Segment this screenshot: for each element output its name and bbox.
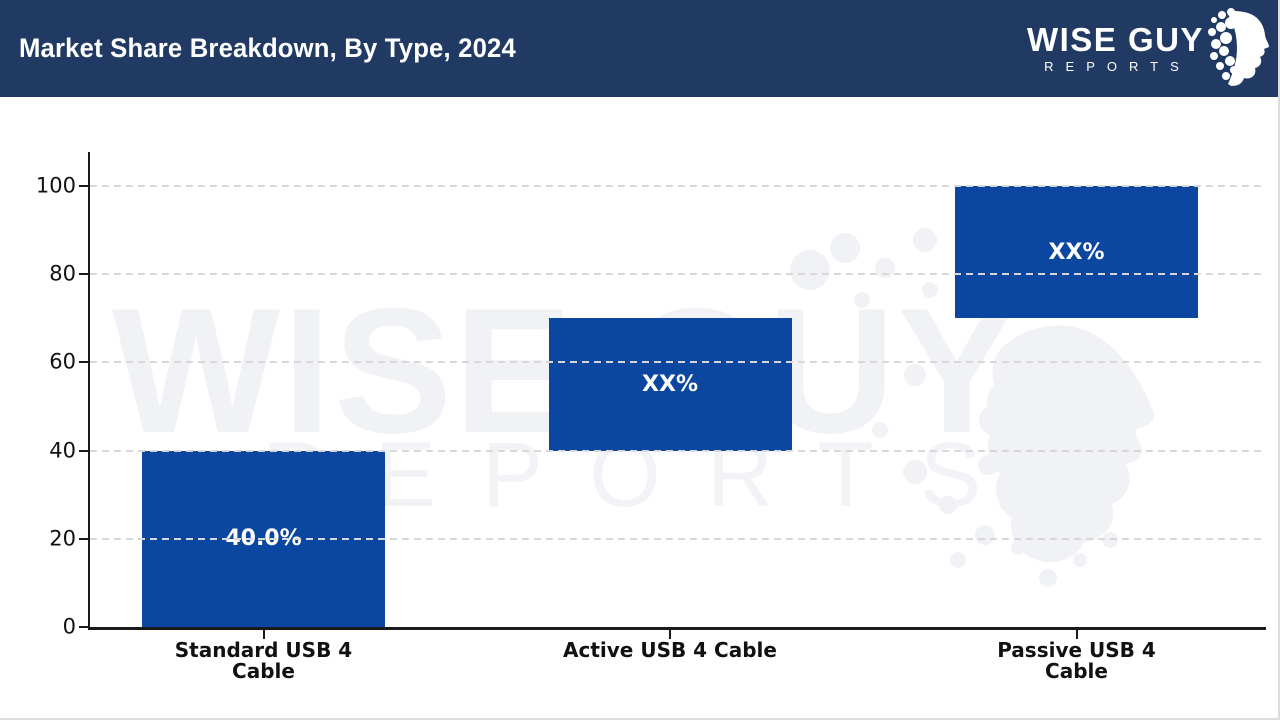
x-tick-standard-usb-4-cable <box>262 630 265 639</box>
bar-value-label: XX% <box>642 371 698 397</box>
x-axis-label-line: Cable <box>232 659 295 683</box>
x-tick-active-usb-4-cable <box>669 630 671 639</box>
brand-sub: REPORTS <box>1044 59 1191 74</box>
y-tick-label-0: 0 <box>62 614 76 639</box>
x-axis-label-line: Passive USB 4 <box>997 638 1156 662</box>
y-axis-spine <box>88 152 90 630</box>
brand-logo: WISE GUY REPORTS <box>1027 6 1270 92</box>
brand-name: WISE GUY <box>1026 21 1204 58</box>
y-tick-label-60: 60 <box>49 349 76 374</box>
y-tick-label-80: 80 <box>49 261 76 286</box>
x-axis-spine <box>88 627 1266 630</box>
y-tick-80 <box>79 273 88 276</box>
x-tick-passive-usb-4-cable <box>1075 630 1078 639</box>
y-tick-100 <box>79 185 88 187</box>
gridline-100 <box>90 185 1266 187</box>
x-axis-label-standard-usb-4-cable: Standard USB 4 Cable <box>134 640 394 682</box>
x-axis-label-line: Standard USB 4 <box>174 638 353 662</box>
page-title: Market Share Breakdown, By Type, 2024 <box>19 33 516 63</box>
y-tick-label-20: 20 <box>49 526 76 551</box>
gridline-40 <box>90 449 1266 452</box>
x-axis-label-passive-usb-4-cable: Passive USB 4 Cable <box>947 640 1207 682</box>
y-tick-40 <box>79 449 88 452</box>
gridline-20 <box>90 537 1266 540</box>
gridline-80 <box>90 273 1266 276</box>
x-axis-label-active-usb-4-cable: Active USB 4 Cable <box>540 640 800 661</box>
y-tick-label-100: 100 <box>35 173 76 198</box>
y-tick-20 <box>79 537 88 540</box>
y-tick-0 <box>79 626 88 628</box>
gridline-60 <box>90 361 1266 364</box>
y-tick-60 <box>79 361 88 364</box>
bar-active-usb-4-cable: XX% <box>548 318 792 451</box>
brand-text: WISE GUY REPORTS <box>1026 21 1204 75</box>
brand-face-icon <box>1208 7 1269 86</box>
bar-passive-usb-4-cable: XX% <box>955 186 1198 319</box>
x-axis-label-line: Active USB 4 Cable <box>563 638 777 662</box>
x-axis-label-line: Cable <box>1045 659 1108 683</box>
header: Market Share Breakdown, By Type, 2024 WI… <box>0 0 1278 97</box>
y-tick-label-40: 40 <box>49 438 76 463</box>
bar-value-label: XX% <box>1048 239 1105 265</box>
